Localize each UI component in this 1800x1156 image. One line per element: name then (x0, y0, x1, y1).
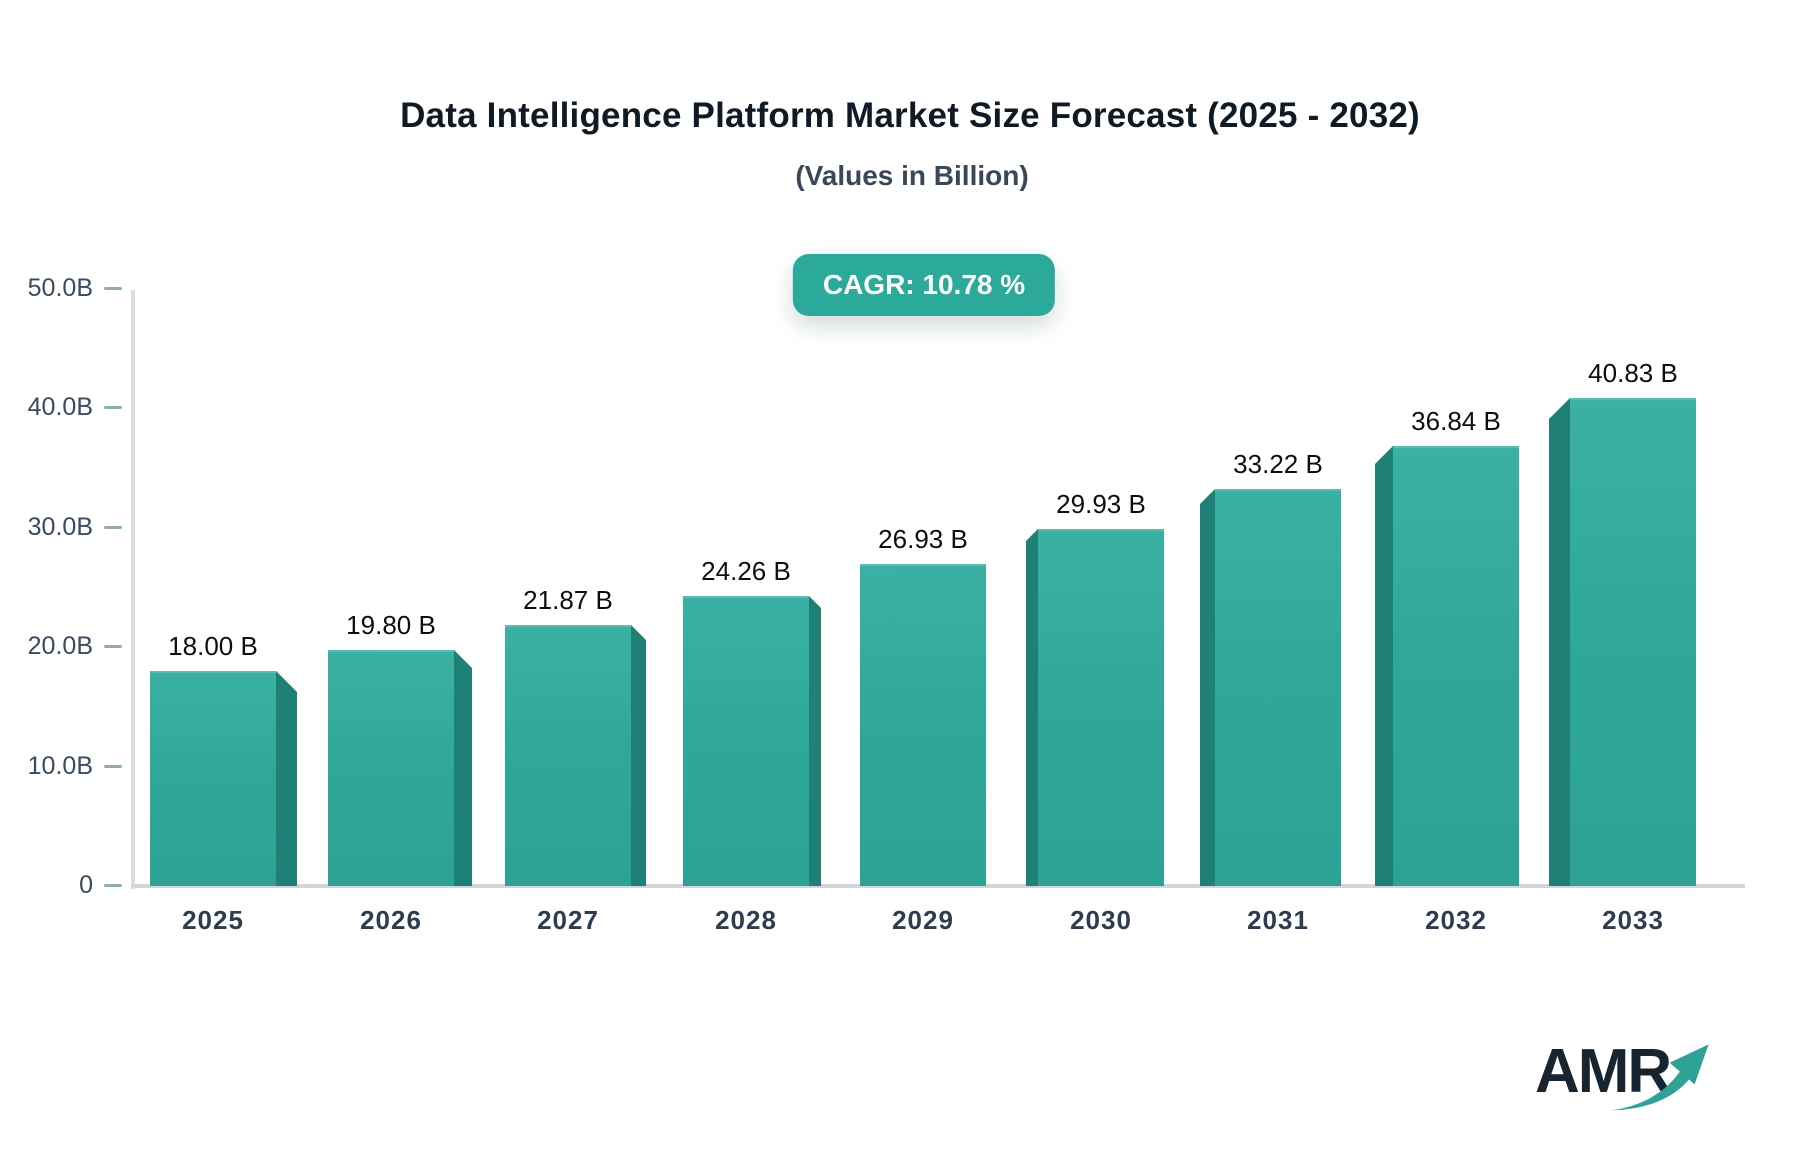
bar-value-label: 33.22 B (1233, 449, 1323, 479)
bar-2030-side-face (1026, 529, 1038, 886)
bar-2026 (328, 650, 454, 886)
bar-2025 (150, 671, 276, 886)
bar-2028 (683, 596, 809, 886)
x-tick-label: 2029 (892, 905, 954, 935)
bar-value-label: 21.87 B (523, 585, 613, 615)
bar-value-label: 18.00 B (168, 631, 258, 661)
x-tick-label: 2025 (182, 905, 244, 935)
bar-2028-side-face (809, 596, 821, 886)
bar-2033 (1570, 398, 1696, 886)
bar-2026-side-face (454, 650, 472, 886)
amr-logo-text: AMR (1535, 1037, 1672, 1106)
y-tick-mark (104, 526, 122, 529)
y-tick-label: 30.0B (27, 513, 93, 541)
growth-arrow-icon (1611, 1044, 1709, 1111)
y-tick-mark (104, 765, 122, 768)
x-axis-line (131, 884, 1745, 888)
bar-2032 (1393, 446, 1519, 886)
bar-value-label: 19.80 B (346, 610, 436, 640)
chart-title: Data Intelligence Platform Market Size F… (400, 96, 1420, 135)
bar-value-label: 29.93 B (1056, 489, 1146, 519)
x-tick-label: 2032 (1425, 905, 1487, 935)
y-tick-mark (104, 884, 122, 887)
bar-2027-side-face (631, 625, 646, 886)
y-tick-label: 50.0B (27, 274, 93, 302)
bar-value-label: 24.26 B (701, 556, 791, 586)
y-tick-mark (104, 645, 122, 648)
bar-2032-side-face (1375, 446, 1393, 886)
x-tick-label: 2027 (537, 905, 599, 935)
y-tick-label: 40.0B (27, 393, 93, 421)
x-tick-label: 2033 (1602, 905, 1664, 935)
bar-value-label: 26.93 B (878, 524, 968, 554)
bar-2029 (860, 564, 986, 886)
bar-2033-side-face (1549, 398, 1570, 886)
y-tick-label: 10.0B (27, 752, 93, 780)
cagr-badge: CAGR: 10.78 % (792, 254, 1056, 316)
amr-logo: AMR (1535, 1036, 1725, 1126)
x-tick-label: 2031 (1247, 905, 1309, 935)
x-tick-label: 2028 (715, 905, 777, 935)
bar-2025-side-face (276, 671, 297, 886)
bar-2031 (1215, 489, 1341, 886)
bar-value-label: 36.84 B (1411, 406, 1501, 436)
y-tick-label: 0 (79, 871, 93, 899)
y-tick-label: 20.0B (27, 632, 93, 660)
y-axis-line (131, 290, 135, 889)
y-tick-mark (104, 406, 122, 409)
bar-value-label: 40.83 B (1588, 358, 1678, 388)
y-tick-mark (104, 287, 122, 290)
x-tick-label: 2026 (360, 905, 422, 935)
chart-subtitle: (Values in Billion) (795, 160, 1029, 191)
bar-2027 (505, 625, 631, 886)
bar-2030 (1038, 529, 1164, 886)
bar-2031-side-face (1200, 489, 1215, 886)
x-tick-label: 2030 (1070, 905, 1132, 935)
